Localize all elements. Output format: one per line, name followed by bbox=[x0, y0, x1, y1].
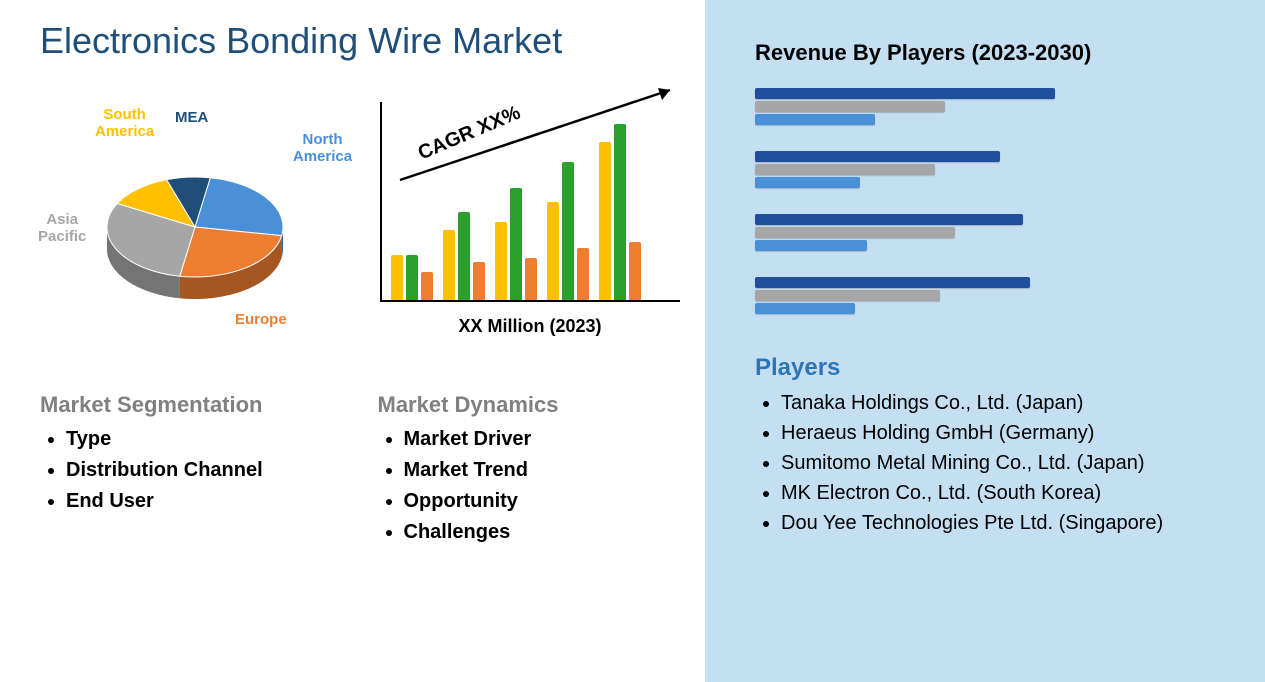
list-item: Distribution Channel bbox=[66, 455, 358, 486]
revenue-bar bbox=[755, 114, 875, 125]
segmentation-block: Market Segmentation TypeDistribution Cha… bbox=[40, 392, 358, 548]
bar bbox=[525, 258, 537, 300]
revenue-bar bbox=[755, 151, 1000, 162]
revenue-bars bbox=[755, 88, 1235, 314]
revenue-bar bbox=[755, 277, 1030, 288]
charts-row: North America Europe AsiaPacific SouthAmeri… bbox=[40, 82, 695, 342]
revenue-bar bbox=[755, 227, 955, 238]
bar bbox=[443, 230, 455, 300]
revenue-bar-group bbox=[755, 214, 1235, 251]
dynamics-list: Market DriverMarket TrendOpportunityChal… bbox=[378, 424, 696, 548]
bar bbox=[406, 255, 418, 300]
bar-chart-area: CAGR XX% XX Million (2023) bbox=[380, 82, 690, 342]
revenue-bar bbox=[755, 164, 935, 175]
revenue-bar bbox=[755, 214, 1023, 225]
bar-chart-caption: XX Million (2023) bbox=[380, 316, 680, 337]
lists-row: Market Segmentation TypeDistribution Cha… bbox=[40, 392, 695, 548]
revenue-bar bbox=[755, 240, 867, 251]
bar bbox=[562, 162, 574, 300]
pie-chart bbox=[105, 157, 305, 317]
segmentation-heading: Market Segmentation bbox=[40, 392, 358, 418]
dynamics-heading: Market Dynamics bbox=[378, 392, 696, 418]
revenue-bar bbox=[755, 88, 1055, 99]
bar-chart bbox=[380, 102, 680, 302]
list-item: Market Trend bbox=[404, 455, 696, 486]
bar bbox=[547, 202, 559, 300]
list-item: Type bbox=[66, 424, 358, 455]
pie-label: Europe bbox=[235, 312, 287, 329]
bar bbox=[577, 248, 589, 300]
list-item: Tanaka Holdings Co., Ltd. (Japan) bbox=[781, 388, 1235, 418]
list-item: Sumitomo Metal Mining Co., Ltd. (Japan) bbox=[781, 448, 1235, 478]
revenue-bar bbox=[755, 101, 945, 112]
pie-label: MEA bbox=[175, 110, 208, 127]
revenue-bar bbox=[755, 177, 860, 188]
players-list: Tanaka Holdings Co., Ltd. (Japan)Heraeus… bbox=[755, 388, 1235, 538]
bar-group bbox=[495, 188, 537, 300]
pie-label: North America bbox=[285, 132, 360, 165]
bar-group bbox=[391, 255, 433, 300]
revenue-bar bbox=[755, 290, 940, 301]
revenue-bar-group bbox=[755, 277, 1235, 314]
players-heading: Players bbox=[755, 354, 1235, 382]
list-item: Market Driver bbox=[404, 424, 696, 455]
revenue-bar-group bbox=[755, 151, 1235, 188]
bar-group bbox=[443, 212, 485, 300]
list-item: Dou Yee Technologies Pte Ltd. (Singapore… bbox=[781, 508, 1235, 538]
revenue-bar-group bbox=[755, 88, 1235, 125]
page-title: Electronics Bonding Wire Market bbox=[40, 20, 695, 62]
list-item: Challenges bbox=[404, 517, 696, 548]
revenue-heading: Revenue By Players (2023-2030) bbox=[755, 40, 1235, 66]
bar-group bbox=[599, 124, 641, 300]
bar bbox=[458, 212, 470, 300]
bar bbox=[421, 272, 433, 300]
dynamics-block: Market Dynamics Market DriverMarket Tren… bbox=[378, 392, 696, 548]
bar bbox=[473, 262, 485, 300]
left-panel: Electronics Bonding Wire Market North Am… bbox=[0, 0, 705, 682]
right-panel: Revenue By Players (2023-2030) Players T… bbox=[705, 0, 1265, 682]
list-item: Opportunity bbox=[404, 486, 696, 517]
list-item: End User bbox=[66, 486, 358, 517]
pie-label: SouthAmerica bbox=[95, 107, 154, 140]
bar bbox=[599, 142, 611, 300]
bar bbox=[495, 222, 507, 300]
bar bbox=[510, 188, 522, 300]
list-item: Heraeus Holding GmbH (Germany) bbox=[781, 418, 1235, 448]
bar-group bbox=[547, 162, 589, 300]
bar bbox=[391, 255, 403, 300]
pie-label: AsiaPacific bbox=[38, 212, 86, 245]
bar bbox=[614, 124, 626, 300]
segmentation-list: TypeDistribution ChannelEnd User bbox=[40, 424, 358, 517]
pie-chart-area: North America Europe AsiaPacific SouthAmeri… bbox=[40, 82, 360, 342]
revenue-bar bbox=[755, 303, 855, 314]
bar bbox=[629, 242, 641, 300]
list-item: MK Electron Co., Ltd. (South Korea) bbox=[781, 478, 1235, 508]
